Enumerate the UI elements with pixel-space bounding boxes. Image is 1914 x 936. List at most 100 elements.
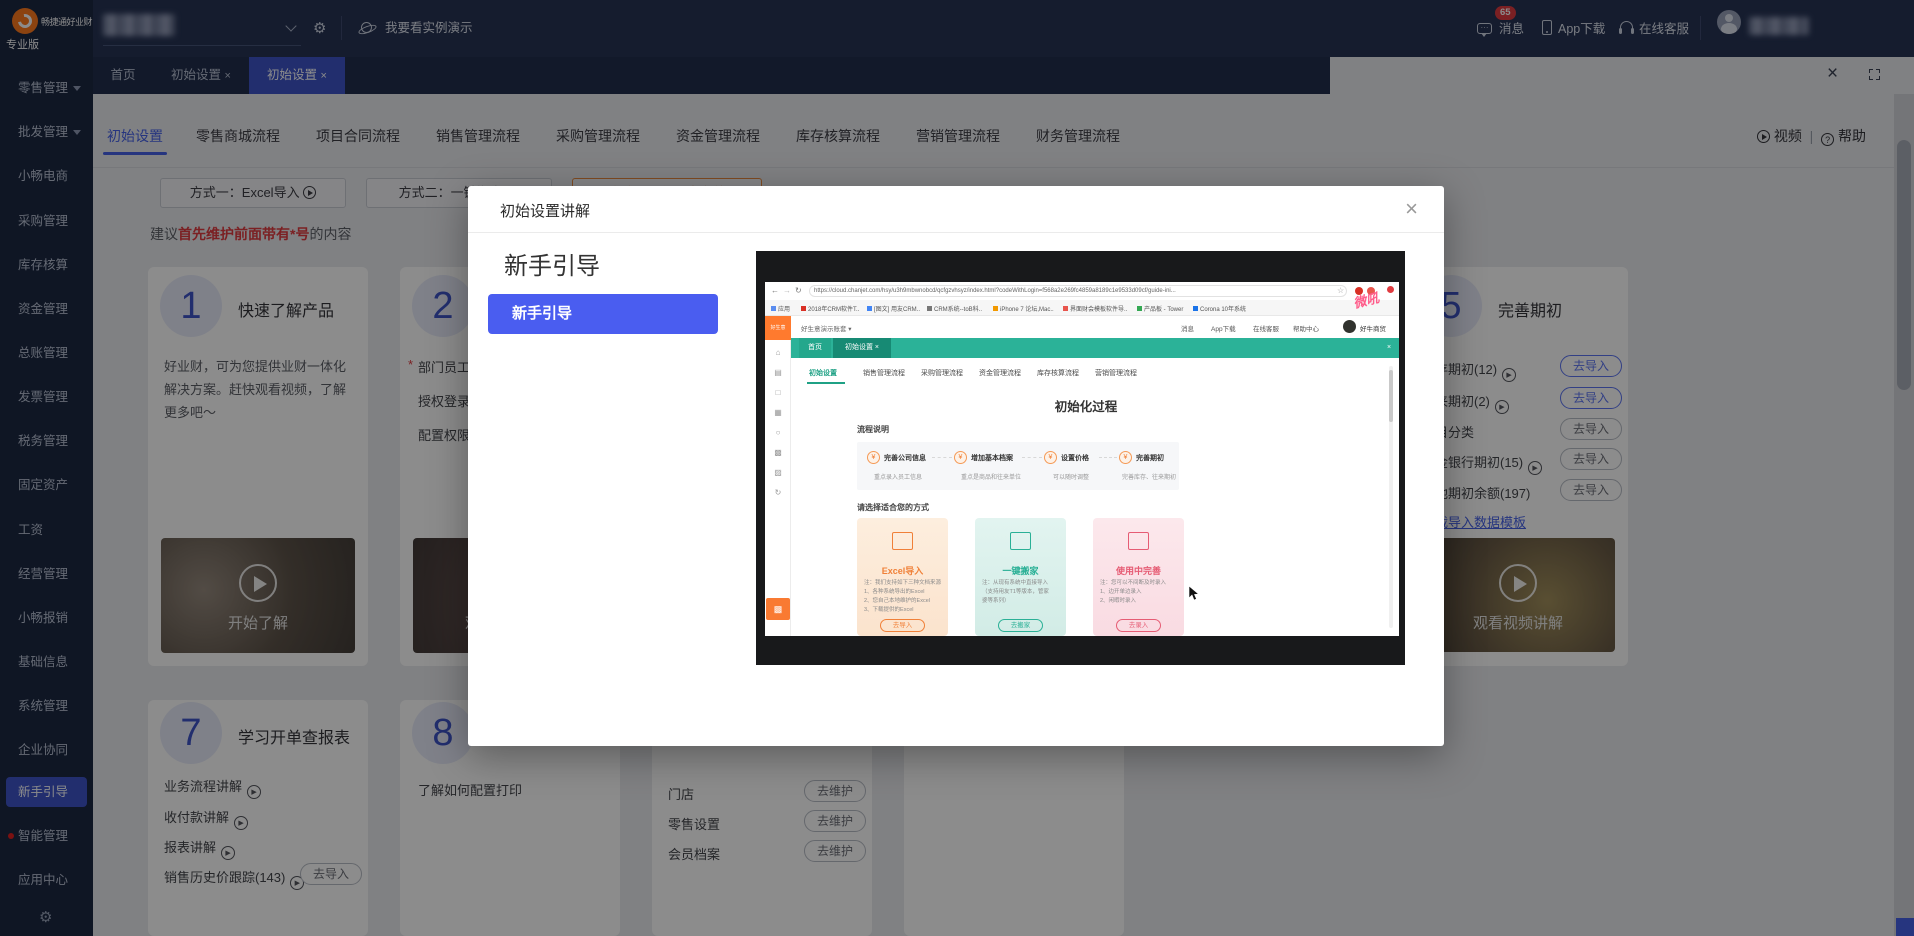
sidebar-item-wholesale[interactable]: 批发管理 <box>0 117 93 147</box>
support-headset-icon[interactable] <box>1619 21 1634 34</box>
scrollbar-thumb[interactable] <box>1897 140 1911 390</box>
step2-item-auth-login[interactable]: 授权登录( <box>418 394 475 409</box>
video-link[interactable]: 视频 <box>1773 128 1802 144</box>
close-page-icon[interactable]: × <box>1827 63 1839 84</box>
inner-close-icon[interactable]: × <box>1386 344 1392 351</box>
maintain-button[interactable]: 去维护 <box>804 810 867 832</box>
app-download-icon[interactable] <box>1542 20 1552 35</box>
step2-item-permissions[interactable]: 配置权限 <box>418 428 471 443</box>
play-icon[interactable]: ▶ <box>1528 461 1543 475</box>
sidebar-item-system[interactable]: 系统管理 <box>18 699 69 713</box>
sidebar-item-retail[interactable]: 零售管理 <box>0 73 93 103</box>
inner-scrollbar-track[interactable] <box>1389 366 1393 628</box>
play-icon[interactable]: ▶ <box>1502 368 1517 382</box>
inner-nav-marketing[interactable]: 营销管理流程 <box>1095 370 1137 377</box>
sidebar-item-purchase[interactable]: 采购管理 <box>18 214 69 228</box>
download-template-link[interactable]: 下载导入数据模板 <box>1422 515 1527 530</box>
step1-video-thumbnail[interactable]: 开始了解 <box>161 538 355 653</box>
inner-messages[interactable]: 消息 <box>1181 326 1194 333</box>
tab-home[interactable]: 首页 <box>110 68 136 82</box>
bookmark-item[interactable]: 产品板 - Tower <box>1137 304 1183 313</box>
sidebar-item-expense[interactable]: 小畅报销 <box>18 611 69 625</box>
inner-tab-initial-settings[interactable]: 初始设置 × <box>833 338 891 358</box>
inner-nav-initial[interactable]: 初始设置 <box>809 370 837 377</box>
messages-label[interactable]: 消息 <box>1499 22 1525 36</box>
support-label[interactable]: 在线客服 <box>1639 22 1690 36</box>
play-icon[interactable]: ▶ <box>221 846 236 860</box>
flowtab-finance[interactable]: 财务管理流程 <box>1036 128 1120 144</box>
settings-gear-icon[interactable]: ⚙ <box>313 20 327 37</box>
sidebar-item-ecommerce[interactable]: 小畅电商 <box>18 169 69 183</box>
sidebar-item-ledger[interactable]: 总账管理 <box>18 346 69 360</box>
modal-close-icon[interactable]: × <box>1405 196 1418 221</box>
close-icon[interactable]: × <box>224 70 231 82</box>
fullscreen-icon[interactable] <box>1867 67 1880 80</box>
flowtab-inventory[interactable]: 库存核算流程 <box>796 128 880 144</box>
newbie-guide-button[interactable]: 新手引导 <box>488 294 718 334</box>
play-icon[interactable]: ▶ <box>234 816 249 830</box>
app-download-label[interactable]: App下载 <box>1558 22 1606 36</box>
bookmark-item[interactable]: 2018年CRM软件T.. <box>801 304 859 313</box>
user-avatar[interactable] <box>1717 10 1741 34</box>
sidebar-item-payroll[interactable]: 工资 <box>18 523 44 537</box>
go-import-button[interactable]: 去导入 <box>880 619 925 632</box>
inner-support[interactable]: 在线客服 <box>1253 326 1279 333</box>
bookmark-item[interactable]: iPhone 7 论坛,Mac.. <box>993 304 1054 313</box>
method-excel-import-button[interactable]: 方式一：Excel导入 <box>160 178 346 208</box>
flowtab-initial-settings[interactable]: 初始设置 <box>107 128 163 144</box>
play-icon[interactable]: ▶ <box>247 785 262 799</box>
import-button[interactable]: 去导入 <box>1560 448 1623 470</box>
scroll-corner-button[interactable] <box>1896 918 1914 936</box>
import-button[interactable]: 去导入 <box>1560 355 1623 377</box>
messages-icon[interactable]: ··· <box>1477 23 1492 37</box>
bookmark-item[interactable]: [图文] 用友CRM.. <box>867 304 920 313</box>
sidebar-settings-gear-icon[interactable]: ⚙ <box>39 909 53 926</box>
sidebar-item-app-center[interactable]: 应用中心 <box>18 873 69 887</box>
tab-initial-settings-2-active[interactable]: 初始设置 × <box>249 57 345 94</box>
flowtab-project-contract[interactable]: 项目合同流程 <box>316 128 400 144</box>
flowtab-funds[interactable]: 资金管理流程 <box>676 128 760 144</box>
bookmark-item[interactable]: 界面财会模板软件导.. <box>1063 304 1127 313</box>
sidebar-item-tax[interactable]: 税务管理 <box>18 434 69 448</box>
go-enter-button[interactable]: 去录入 <box>1116 619 1161 632</box>
maintain-button[interactable]: 去维护 <box>804 840 867 862</box>
bookmark-item[interactable]: CRM系统--toB科.. <box>927 304 982 313</box>
company-name-redacted[interactable] <box>103 14 175 36</box>
inner-nav-funds[interactable]: 资金管理流程 <box>979 370 1021 377</box>
inner-tab-home[interactable]: 首页 <box>799 338 831 358</box>
inner-help-center[interactable]: 帮助中心 <box>1293 326 1319 333</box>
sidebar-item-funds[interactable]: 资金管理 <box>18 302 69 316</box>
maintain-button[interactable]: 去维护 <box>804 780 867 802</box>
play-icon[interactable] <box>1499 564 1537 602</box>
inner-app-download[interactable]: App下载 <box>1211 326 1236 333</box>
bookmark-item[interactable]: Corona 10年系统 <box>1193 304 1246 313</box>
sidebar-item-smart[interactable]: 智能管理 <box>0 821 93 851</box>
help-link[interactable]: 帮助 <box>1837 128 1866 144</box>
import-button[interactable]: 去导入 <box>1560 387 1623 409</box>
play-icon[interactable] <box>239 564 277 602</box>
tab-initial-settings-1[interactable]: 初始设置 × <box>171 68 231 82</box>
inner-nav-purchase[interactable]: 采购管理流程 <box>921 370 963 377</box>
sidebar-item-assets[interactable]: 固定资产 <box>18 478 69 492</box>
flowtab-purchase[interactable]: 采购管理流程 <box>556 128 640 144</box>
import-button[interactable]: 去导入 <box>1560 479 1623 501</box>
sidebar-item-inventory[interactable]: 库存核算 <box>18 258 69 272</box>
flowtab-sales[interactable]: 销售管理流程 <box>436 128 520 144</box>
play-icon[interactable]: ▶ <box>1494 400 1509 414</box>
sidebar-item-operation[interactable]: 经营管理 <box>18 567 69 581</box>
sidebar-item-newbie-guide[interactable]: 新手引导 <box>6 777 87 807</box>
step5-video-thumbnail[interactable]: 观看视频讲解 <box>1421 538 1615 652</box>
inner-scrollbar-thumb[interactable] <box>1389 370 1393 422</box>
sidebar-item-invoice[interactable]: 发票管理 <box>18 390 69 404</box>
step2-item-department[interactable]: 部门员工( <box>418 360 475 375</box>
bookmark-item[interactable]: 应用 <box>771 304 790 313</box>
sidebar-item-collaboration[interactable]: 企业协同 <box>18 743 69 757</box>
active-rail-icon[interactable]: ▩ <box>766 598 790 620</box>
go-move-button[interactable]: 去搬家 <box>998 619 1043 632</box>
sidebar-item-basic-info[interactable]: 基础信息 <box>18 655 69 669</box>
import-button[interactable]: 去导入 <box>1560 418 1623 440</box>
inner-nav-inventory[interactable]: 库存核算流程 <box>1037 370 1079 377</box>
flowtab-retail-mall[interactable]: 零售商城流程 <box>196 128 280 144</box>
close-icon[interactable]: × <box>320 70 327 82</box>
demo-link[interactable]: 我要看实例演示 <box>385 21 473 35</box>
